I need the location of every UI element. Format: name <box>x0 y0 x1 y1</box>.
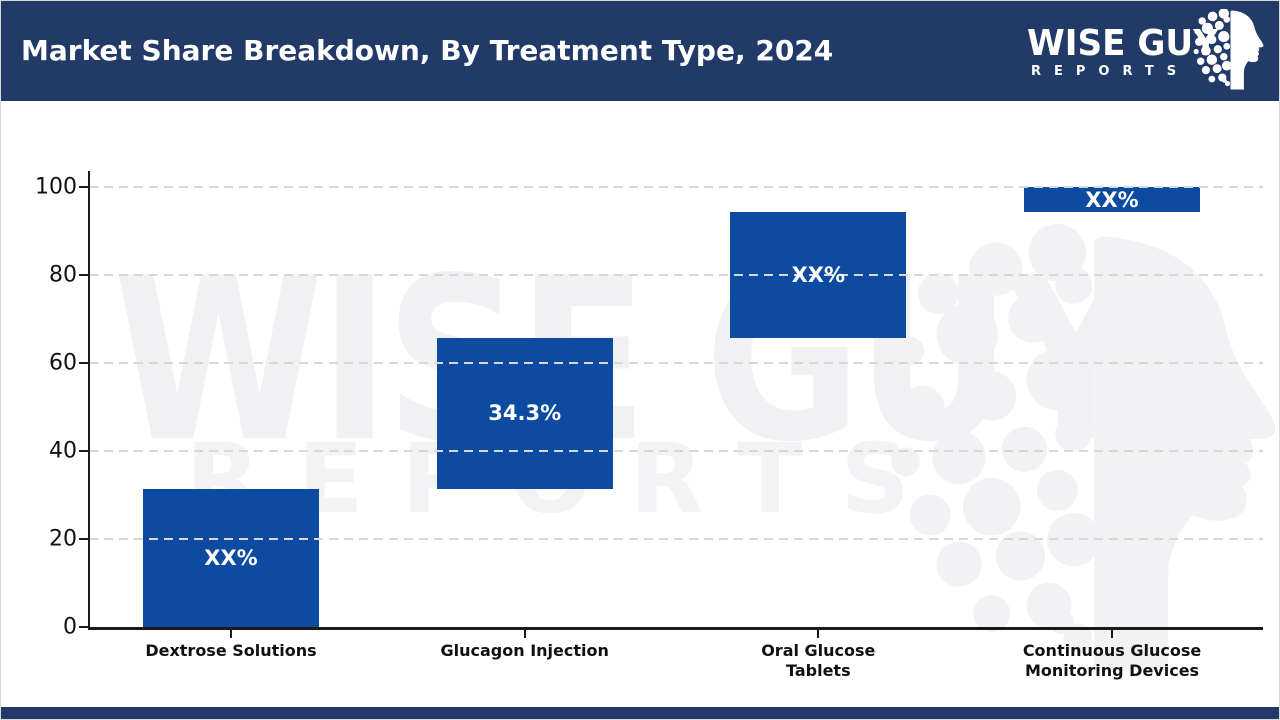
y-tick-label: 100 <box>35 174 77 200</box>
y-tick <box>79 186 88 188</box>
y-tick <box>79 450 88 452</box>
grid-line <box>89 362 1263 364</box>
x-tick <box>230 629 232 638</box>
category-label: Oral Glucose Tablets <box>761 641 876 680</box>
bar-dextrose-solutions <box>143 488 319 627</box>
logo: WISE GUY REPORTS <box>1027 7 1265 95</box>
y-tick-label: 60 <box>49 350 77 376</box>
x-axis <box>87 627 1263 630</box>
y-tick <box>79 626 88 628</box>
category-label: Dextrose Solutions <box>145 641 317 660</box>
page-title: Market Share Breakdown, By Treatment Typ… <box>21 34 834 67</box>
header: Market Share Breakdown, By Treatment Typ… <box>1 1 1279 101</box>
y-tick-label: 80 <box>49 262 77 288</box>
x-tick <box>817 629 820 638</box>
y-tick <box>79 362 88 364</box>
y-tick-label: 20 <box>49 526 77 552</box>
category-label: Glucagon Injection <box>440 641 609 660</box>
x-tick <box>523 629 526 638</box>
bar-value-label: 34.3% <box>488 401 562 426</box>
x-tick <box>1111 629 1113 638</box>
footer-bar <box>1 707 1279 719</box>
bar-continuous-glucose-monitoring-devices <box>1024 187 1200 213</box>
y-tick-label: 40 <box>49 438 77 464</box>
y-axis <box>87 171 90 630</box>
bar-value-label: XX% <box>791 263 846 287</box>
grid-line <box>89 538 1263 540</box>
bar-value-label: XX% <box>204 545 258 570</box>
logo-wordmark: WISE GUY <box>1027 23 1218 64</box>
y-tick <box>79 538 88 540</box>
y-tick <box>79 274 88 276</box>
grid-line <box>89 450 1263 452</box>
grid-line <box>89 186 1263 188</box>
logo-reports-label: REPORTS <box>1031 64 1190 79</box>
logo-head-icon <box>1193 9 1264 90</box>
y-tick-label: 0 <box>63 614 77 640</box>
grid-line <box>89 274 1263 276</box>
bar-value-label: XX% <box>1085 187 1139 212</box>
category-label: Continuous Glucose Monitoring Devices <box>1022 641 1202 680</box>
